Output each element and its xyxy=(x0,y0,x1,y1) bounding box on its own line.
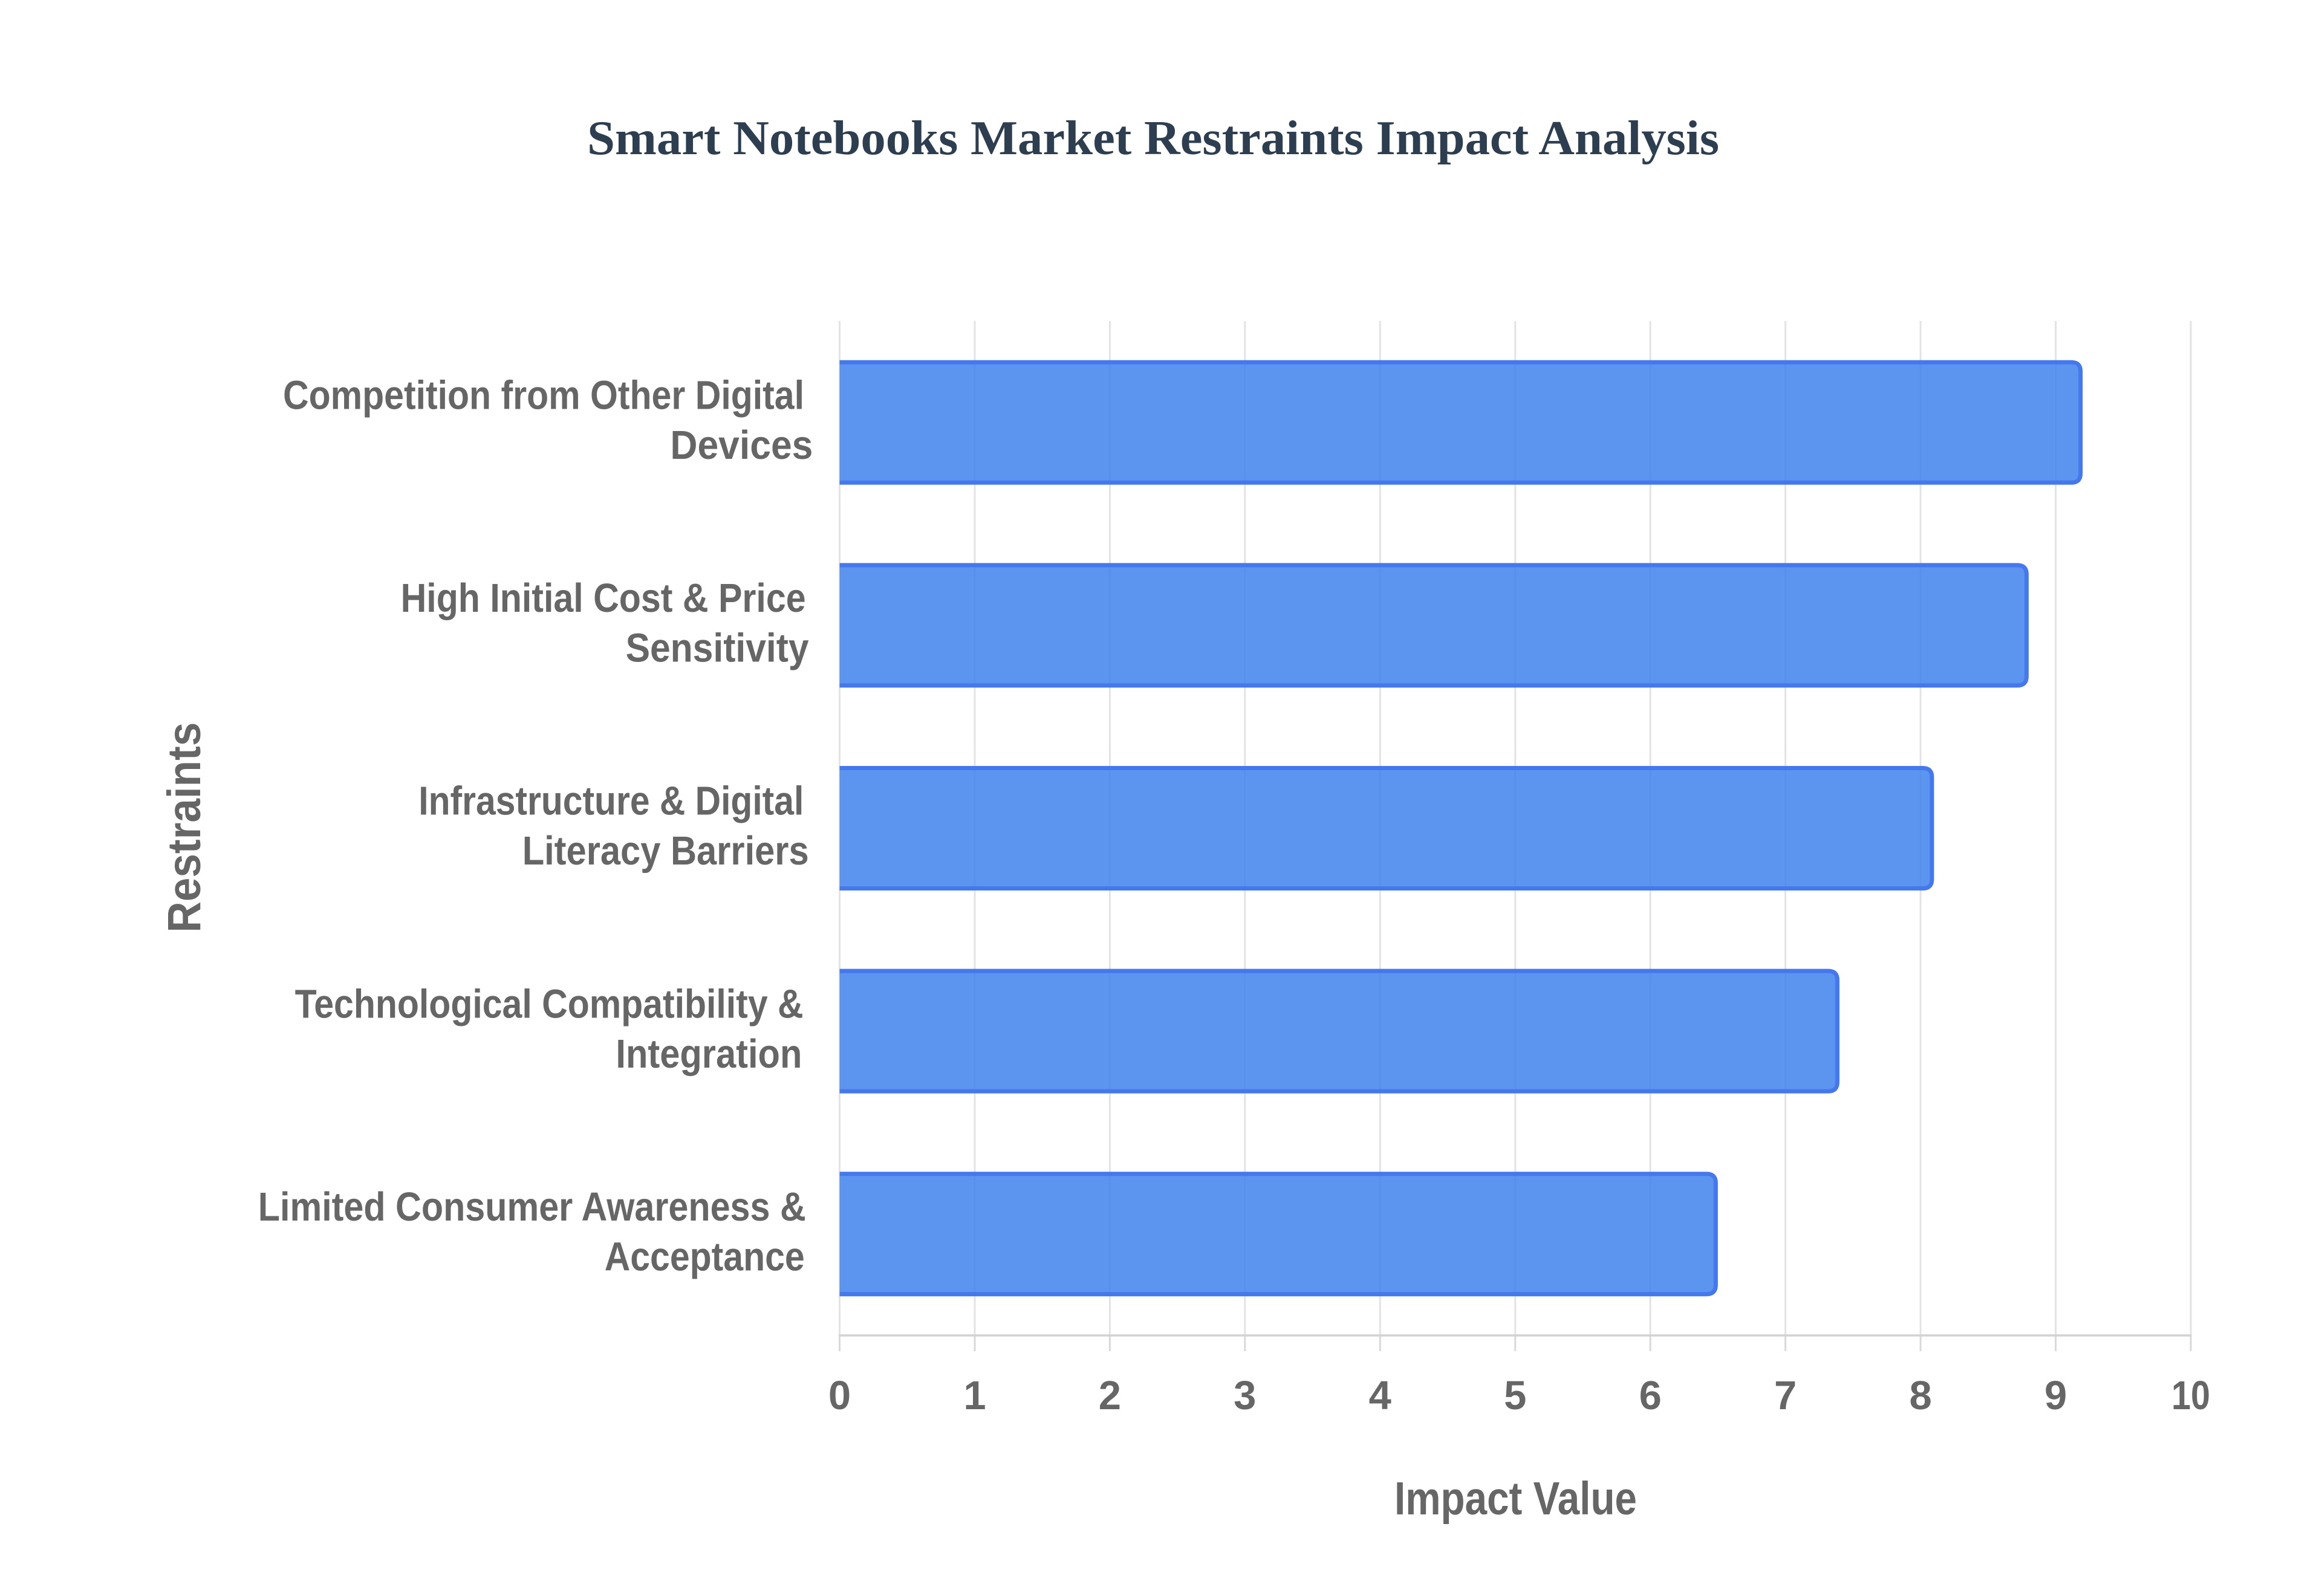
svg-text:Competition from Other Digital: Competition from Other Digital xyxy=(283,373,804,418)
svg-text:Acceptance: Acceptance xyxy=(605,1234,805,1279)
svg-text:Devices: Devices xyxy=(670,423,813,468)
svg-text:6: 6 xyxy=(1639,1373,1662,1418)
svg-text:Smart Notebooks Market Restrai: Smart Notebooks Market Restraints Impact… xyxy=(587,111,1719,165)
svg-text:Impact Value: Impact Value xyxy=(1394,1473,1637,1525)
svg-text:4: 4 xyxy=(1369,1373,1391,1418)
svg-text:1: 1 xyxy=(963,1373,986,1418)
svg-text:Literacy Barriers: Literacy Barriers xyxy=(522,828,809,874)
svg-text:Infrastructure & Digital: Infrastructure & Digital xyxy=(418,779,804,824)
svg-text:7: 7 xyxy=(1774,1373,1797,1418)
svg-text:9: 9 xyxy=(2044,1373,2067,1418)
svg-text:3: 3 xyxy=(1234,1373,1256,1418)
svg-text:Integration: Integration xyxy=(616,1031,802,1077)
svg-text:0: 0 xyxy=(828,1373,851,1418)
svg-text:2: 2 xyxy=(1099,1373,1121,1418)
svg-text:5: 5 xyxy=(1504,1373,1526,1418)
svg-text:10: 10 xyxy=(2171,1373,2210,1418)
svg-text:Technological Compatibility &: Technological Compatibility & xyxy=(295,981,804,1027)
svg-text:Limited Consumer Awareness &: Limited Consumer Awareness & xyxy=(258,1184,806,1230)
svg-text:High Initial Cost & Price: High Initial Cost & Price xyxy=(401,576,806,621)
svg-text:Restraints: Restraints xyxy=(158,722,210,933)
svg-text:8: 8 xyxy=(1909,1373,1931,1418)
svg-text:Sensitivity: Sensitivity xyxy=(626,626,809,671)
